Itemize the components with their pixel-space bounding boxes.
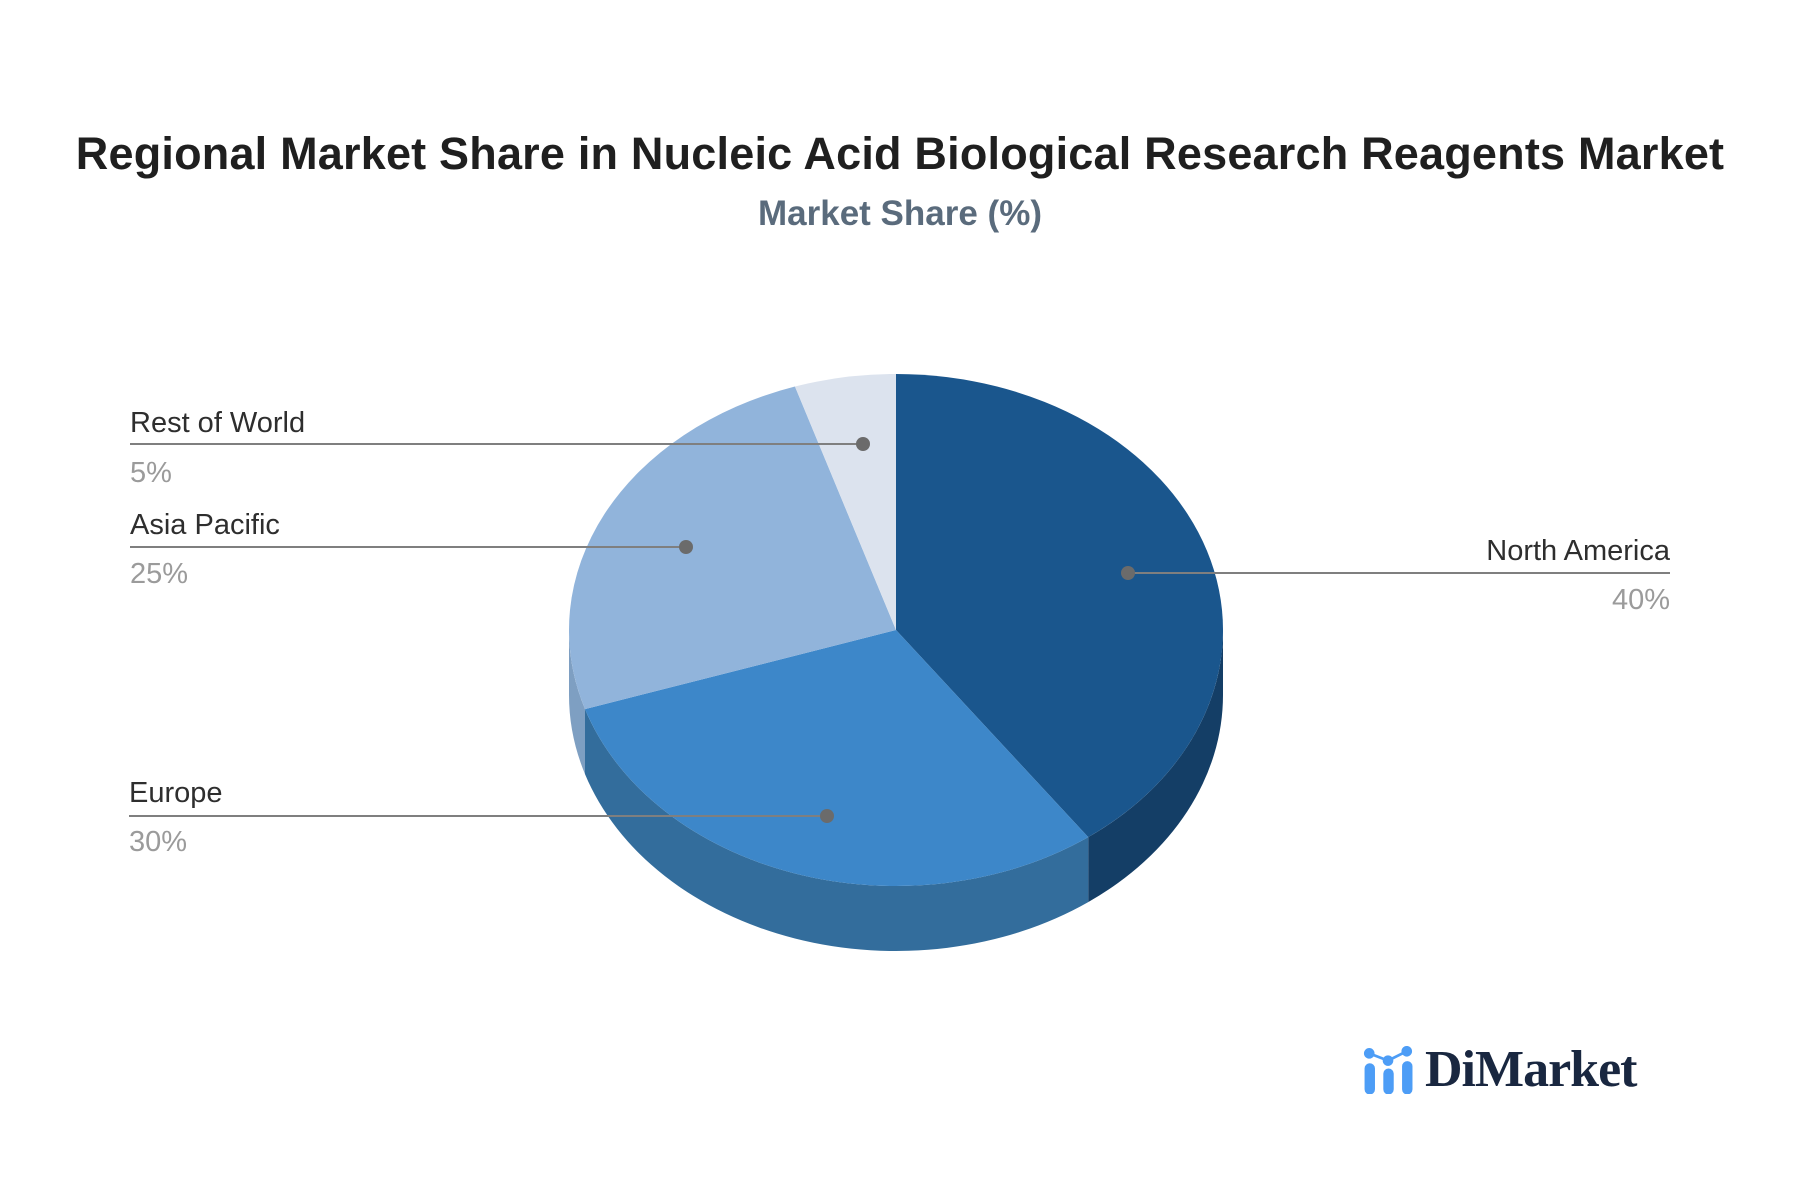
callout-europe: Europe 30% <box>129 777 223 860</box>
pie-slice-europe[interactable] <box>585 630 1089 887</box>
slice-percent: 30% <box>129 826 188 859</box>
leader-dot-asia-pacific <box>679 540 693 554</box>
callout-rest-of-world: Rest of World 5% <box>130 407 305 491</box>
slice-label: Europe <box>129 777 223 809</box>
brand-name: DiMarket <box>1425 1041 1637 1098</box>
slice-label: Rest of World <box>130 407 306 439</box>
slice-percent: 5% <box>130 457 172 490</box>
slice-label: Asia Pacific <box>130 509 280 541</box>
brand-logo: DiMarket <box>1363 1040 1637 1099</box>
chart-title: Regional Market Share in Nucleic Acid Bi… <box>75 128 1725 179</box>
pie-side-asia-pacific <box>569 630 585 775</box>
pie-side-europe <box>585 709 1089 952</box>
chart-subtitle: Market Share (%) <box>758 194 1042 233</box>
leader-dot-europe <box>820 809 834 823</box>
pie-slice-rest-of-world[interactable] <box>794 374 896 630</box>
slice-percent: 25% <box>130 558 189 591</box>
callout-north-america: North America 40% <box>1486 535 1670 618</box>
slice-label: North America <box>1486 535 1670 567</box>
slice-percent: 40% <box>1611 584 1670 617</box>
pie-side-north-america <box>1088 630 1223 903</box>
leader-dot-rest-of-world <box>856 437 870 451</box>
leader-dot-north-america <box>1121 566 1135 580</box>
callout-asia-pacific: Asia Pacific 25% <box>130 509 280 592</box>
bar-chart-icon <box>1363 1045 1413 1094</box>
pie-slice-asia-pacific[interactable] <box>568 386 896 710</box>
pie-slice-north-america[interactable] <box>896 374 1224 838</box>
